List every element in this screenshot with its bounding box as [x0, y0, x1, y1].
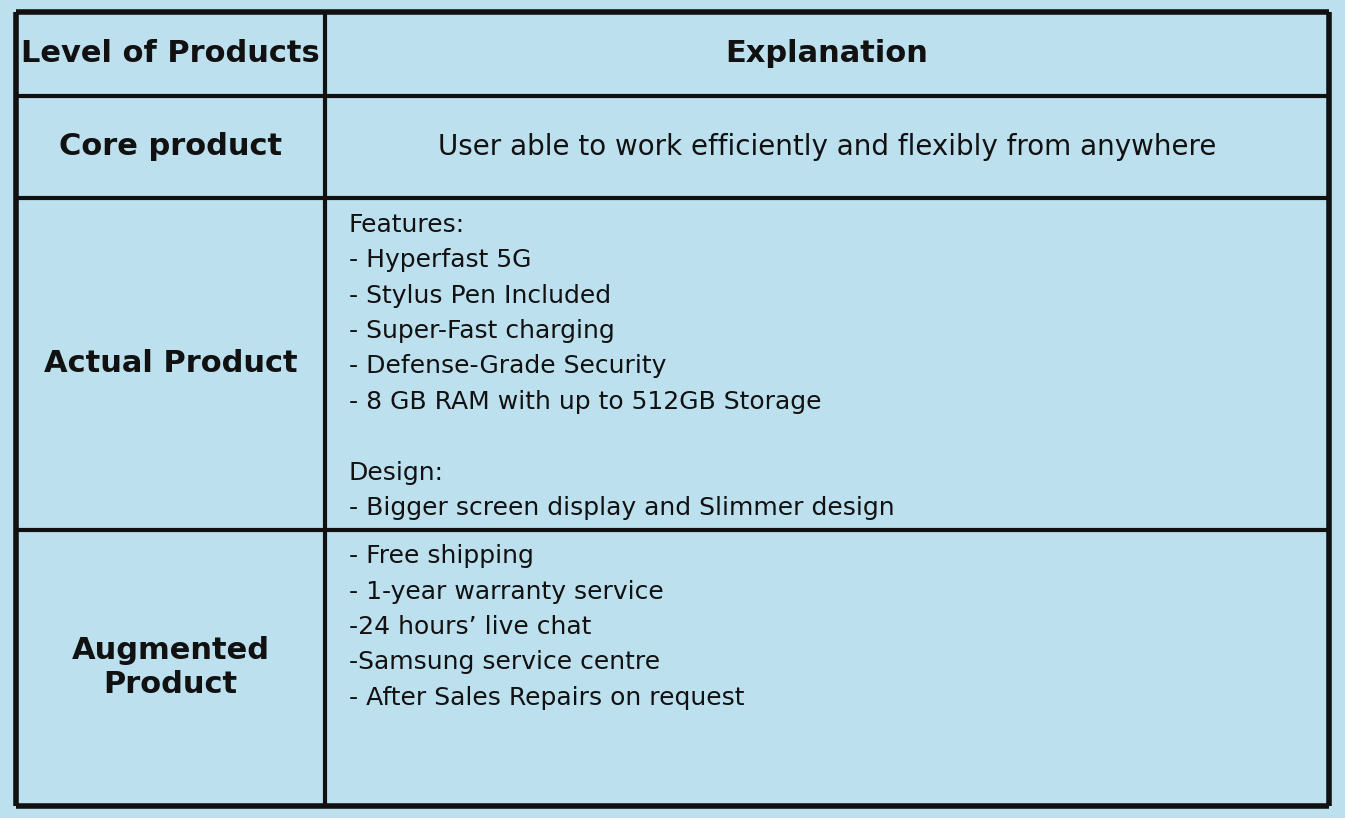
Text: Core product: Core product	[59, 133, 282, 161]
Text: Level of Products: Level of Products	[22, 39, 320, 69]
Text: Augmented
Product: Augmented Product	[71, 636, 269, 699]
Text: Explanation: Explanation	[725, 39, 928, 69]
Text: - Free shipping
- 1-year warranty service
-24 hours’ live chat
-Samsung service : - Free shipping - 1-year warranty servic…	[348, 544, 744, 710]
Text: Actual Product: Actual Product	[43, 349, 297, 379]
Text: User able to work efficiently and flexibly from anywhere: User able to work efficiently and flexib…	[437, 133, 1216, 161]
Text: Features:
- Hyperfast 5G
- Stylus Pen Included
- Super-Fast charging
- Defense-G: Features: - Hyperfast 5G - Stylus Pen In…	[348, 213, 894, 520]
